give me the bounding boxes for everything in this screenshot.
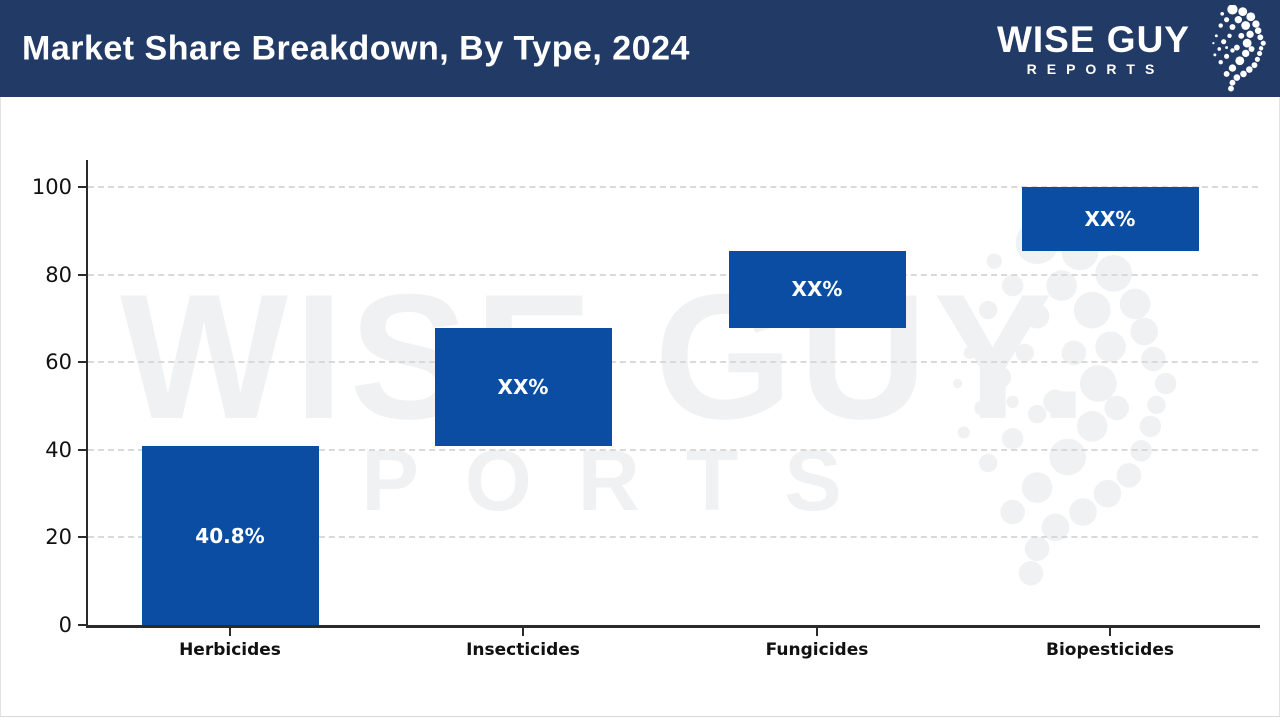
bar-herbicides: [141, 446, 319, 625]
bar-biopesticides: [1021, 187, 1199, 251]
y-tick-label: 80: [45, 262, 72, 287]
gridline: [88, 186, 1258, 188]
gridline: [88, 536, 1258, 539]
wiseguy-logo-text: WISE GUY REPORTS: [997, 21, 1190, 77]
bar-value-label: XX%: [1084, 206, 1136, 231]
x-tick-label: Biopesticides: [1046, 640, 1174, 660]
y-tick-mark: [78, 536, 86, 539]
y-axis-line: [86, 160, 88, 628]
x-tick-label: Fungicides: [765, 640, 869, 660]
x-tick-mark: [229, 628, 231, 636]
x-tick-label: Insecticides: [466, 640, 580, 660]
y-tick-mark: [78, 448, 86, 451]
y-tick-mark: [78, 624, 86, 626]
x-tick-mark: [522, 628, 524, 636]
y-tick-label: 0: [58, 613, 72, 637]
gridline: [88, 361, 1258, 364]
gridline: [88, 448, 1258, 451]
wiseguy-head-icon: [1212, 5, 1266, 92]
bar-fungicides: [728, 250, 906, 329]
wiseguy-logo: WISE GUY REPORTS: [997, 4, 1270, 94]
y-tick-label: 100: [31, 175, 72, 199]
watermark-head-icon: [952, 221, 1177, 586]
header-bar: Market Share Breakdown, By Type, 2024 WI…: [0, 0, 1280, 97]
frame-bottom-border: [0, 716, 1280, 717]
wiseguy-logo-line2: REPORTS: [1026, 61, 1165, 77]
y-tick-label: 40: [45, 437, 72, 462]
x-tick-mark: [1109, 628, 1111, 636]
x-tick-mark: [816, 628, 818, 636]
bar-value-label: 40.8%: [195, 523, 265, 548]
y-tick-label: 60: [45, 350, 72, 375]
frame-left-border: [0, 97, 1, 717]
y-tick-mark: [78, 361, 86, 364]
y-tick-mark: [78, 273, 86, 276]
bar-value-label: XX%: [791, 277, 843, 302]
x-axis-line: [86, 625, 1260, 628]
y-tick-label: 20: [45, 525, 72, 550]
y-tick-mark: [78, 186, 86, 188]
page-title: Market Share Breakdown, By Type, 2024: [22, 29, 690, 67]
bar-insecticides: [434, 328, 612, 447]
gridline: [88, 273, 1258, 276]
bar-value-label: XX%: [497, 375, 549, 400]
wiseguy-logo-line1: WISE GUY: [996, 19, 1190, 60]
x-tick-label: Herbicides: [179, 640, 281, 660]
